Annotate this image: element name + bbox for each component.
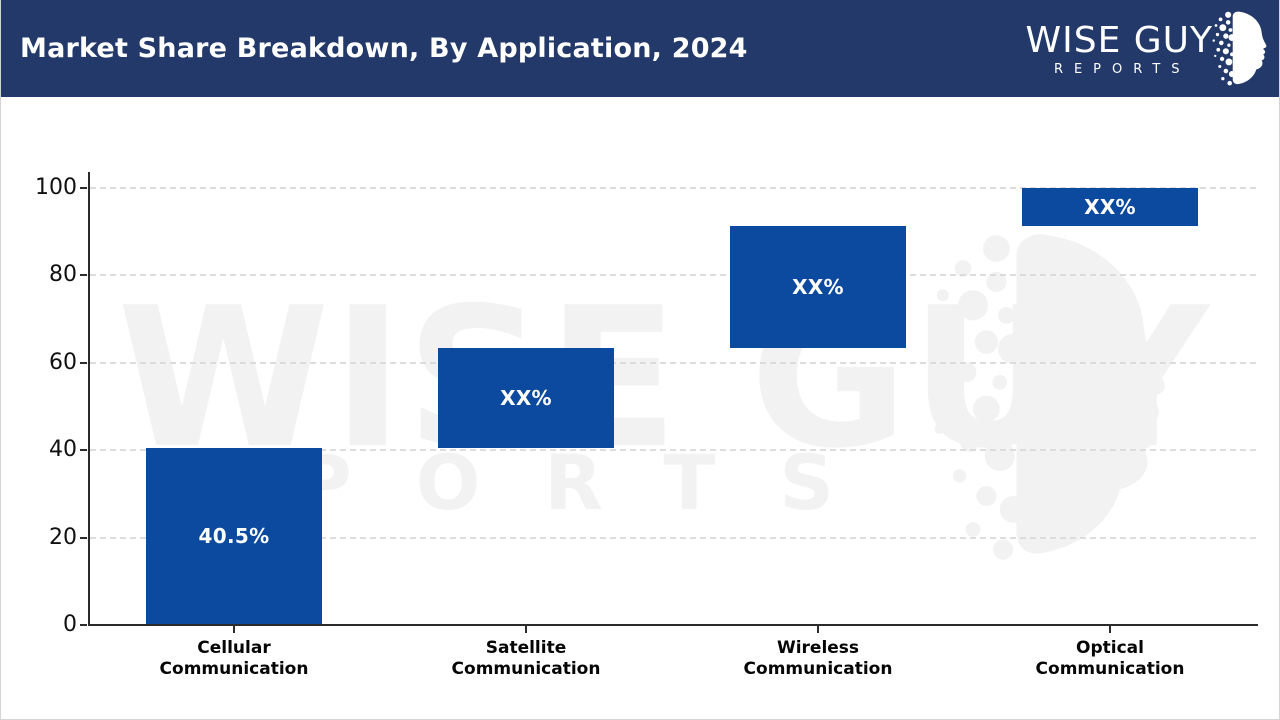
header-bar: Market Share Breakdown, By Application, … — [1, 0, 1279, 97]
logo-face-icon — [1212, 11, 1267, 86]
bar-value-label: XX% — [500, 386, 552, 411]
gridline — [90, 449, 1256, 452]
y-tick — [80, 449, 87, 452]
gridline — [90, 187, 1256, 189]
y-tick — [80, 624, 87, 626]
x-axis-category-label: Cellular Communication — [159, 638, 309, 679]
x-tick — [1109, 626, 1111, 633]
y-axis-line — [88, 172, 90, 626]
bar-value-label: 40.5% — [198, 524, 270, 549]
y-tick-label: 80 — [49, 262, 77, 288]
x-tick — [525, 626, 527, 633]
chart-title: Market Share Breakdown, By Application, … — [20, 33, 748, 64]
x-axis-category-label: Wireless Communication — [743, 638, 893, 679]
bar-wireless-communication: XX% — [730, 225, 906, 349]
bar-value-label: XX% — [1084, 194, 1136, 219]
logo-text: WISE GUY REPORTS — [1025, 20, 1214, 78]
y-tick — [80, 274, 87, 277]
bar-satellite-communication: XX% — [438, 348, 614, 448]
logo-wordmark: WISE GUY — [1025, 20, 1213, 61]
y-tick — [80, 536, 87, 539]
bar-value-label: XX% — [792, 274, 844, 299]
gridline — [90, 361, 1256, 364]
x-axis-category-label: Optical Communication — [1035, 638, 1185, 679]
gridline — [90, 536, 1256, 539]
logo-subtitle: REPORTS — [1053, 62, 1191, 77]
x-tick — [817, 626, 819, 633]
y-tick-label: 60 — [49, 349, 77, 375]
bar-optical-communication: XX% — [1022, 188, 1198, 226]
watermark-subtitle: PORTS — [296, 438, 898, 527]
y-tick-label: 20 — [49, 524, 77, 550]
bar-cellular-communication: 40.5% — [146, 448, 322, 625]
gridline — [90, 274, 1256, 277]
watermark-face-icon — [927, 234, 1165, 560]
x-axis-line — [88, 624, 1258, 626]
y-tick-label: 40 — [49, 437, 77, 463]
wiseguy-logo: WISE GUY REPORTS — [1026, 7, 1274, 91]
y-tick — [80, 187, 87, 189]
x-axis-category-label: Satellite Communication — [451, 638, 601, 679]
y-tick — [80, 361, 87, 364]
y-tick-label: 100 — [35, 175, 77, 200]
y-tick-label: 0 — [63, 612, 77, 637]
x-tick — [233, 626, 235, 633]
